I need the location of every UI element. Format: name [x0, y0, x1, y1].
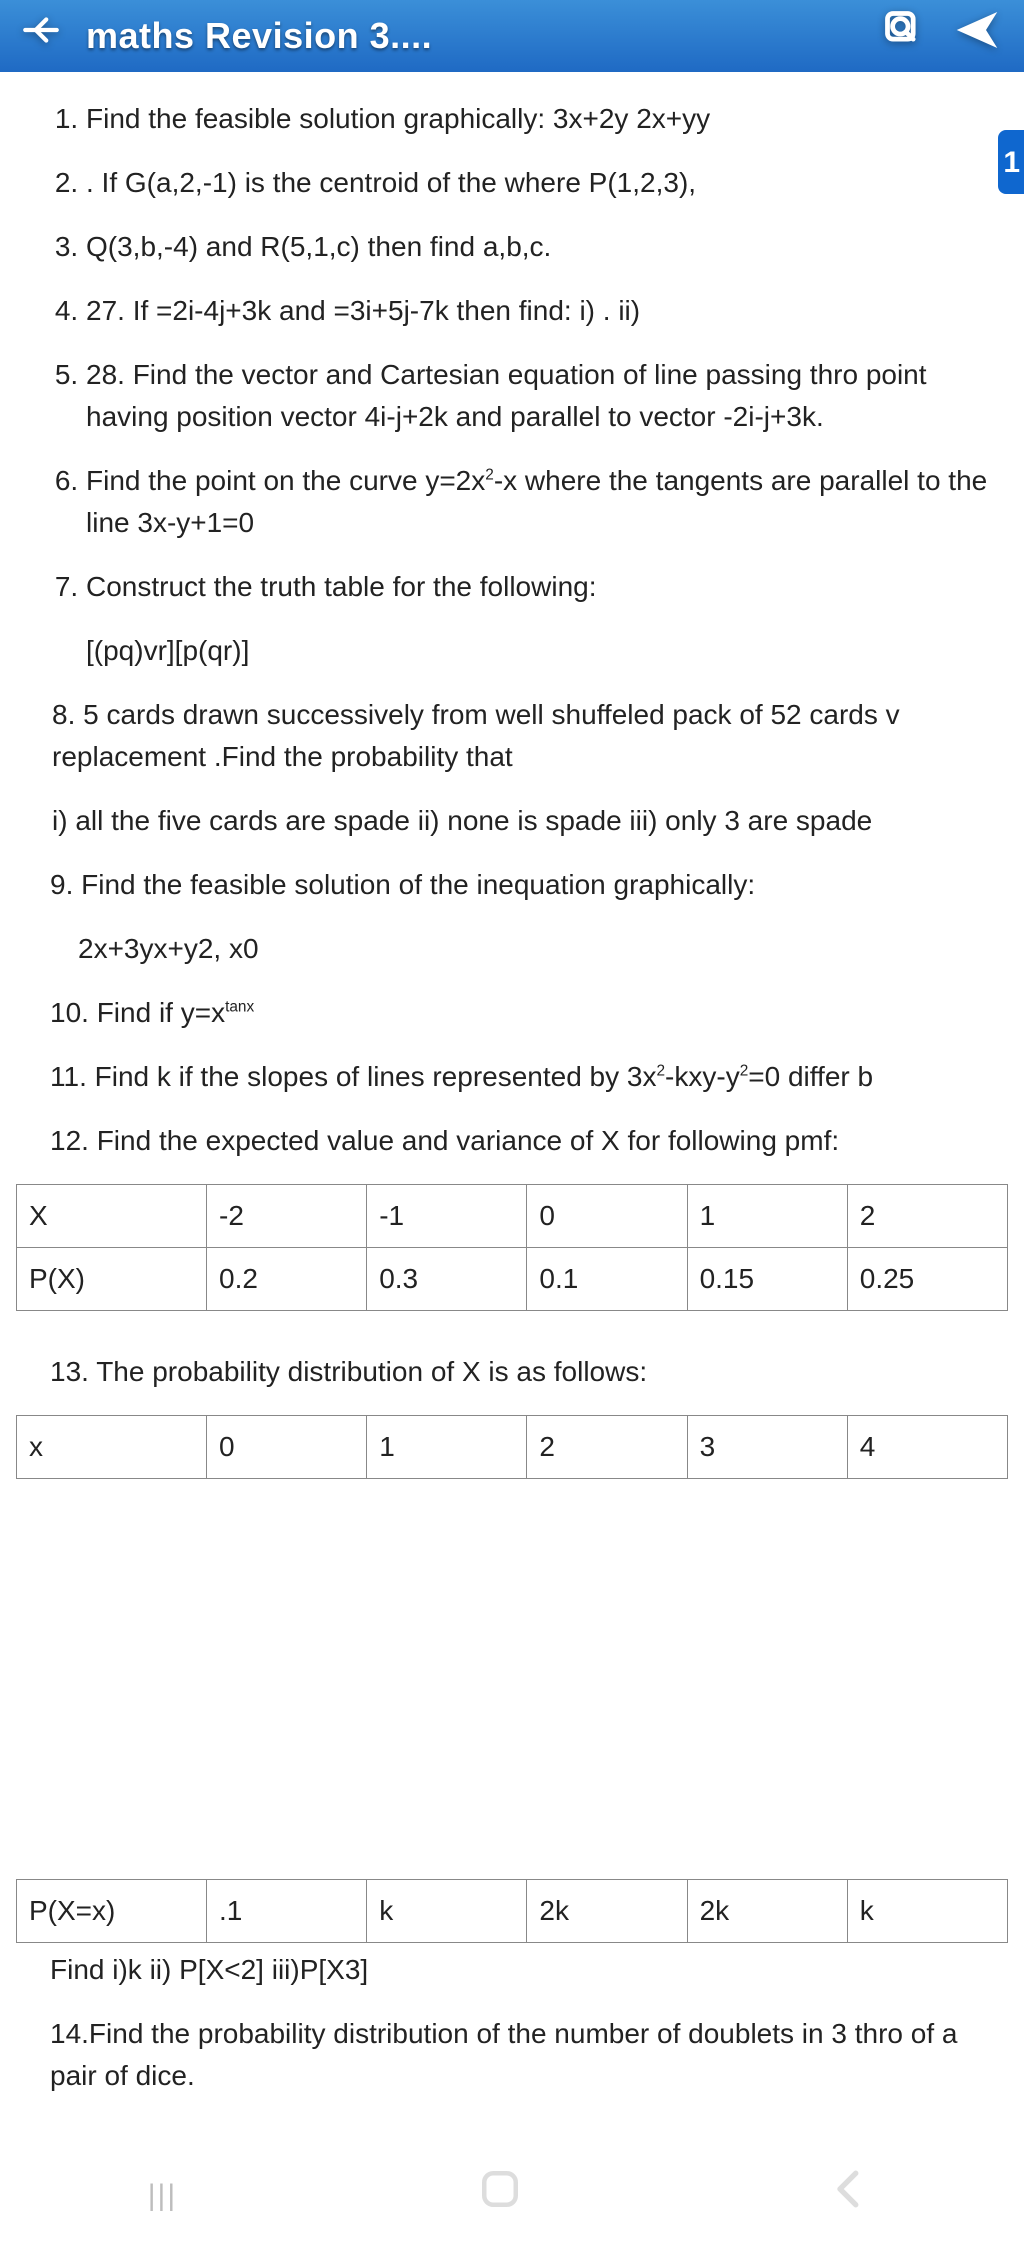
question-1: Find the feasible solution graphically: … [86, 98, 1008, 140]
question-5: 28. Find the vector and Cartesian equati… [86, 354, 1008, 438]
question-8: 8. 5 cards drawn successively from well … [52, 694, 1008, 778]
question-7: Construct the truth table for the follow… [86, 566, 1008, 608]
question-2: . If G(a,2,-1) is the centroid of the wh… [86, 162, 1008, 204]
question-11: 11. Find k if the slopes of lines repres… [50, 1056, 1008, 1098]
q13-px-table: P(X=x) .1 k 2k 2k k [16, 1879, 1008, 1943]
header-title: maths Revision 3.... [86, 9, 858, 63]
q13-find: Find i)k ii) P[X<2] iii)P[X3] [50, 1949, 1008, 1991]
question-8-parts: i) all the five cards are spade ii) none… [52, 800, 1008, 842]
edge-badge[interactable]: 1 [998, 130, 1024, 194]
table-row: P(X=x) .1 k 2k 2k k [17, 1880, 1008, 1943]
bottom-nav: ||| [0, 2145, 1024, 2245]
q12-pmf-table: X -2 -1 0 1 2 P(X) 0.2 0.3 0.1 0.15 0.25 [16, 1184, 1008, 1311]
question-12: 12. Find the expected value and variance… [50, 1120, 1008, 1162]
app-header: maths Revision 3.... [0, 0, 1024, 72]
question-10: 10. Find if y=xtanx [50, 992, 1008, 1034]
search-icon[interactable] [882, 8, 926, 64]
back-nav-icon[interactable] [822, 2162, 876, 2229]
question-14: 14.Find the probability distribution of … [50, 2013, 1008, 2097]
q13-x-table: x 0 1 2 3 4 [16, 1415, 1008, 1479]
table-row: x 0 1 2 3 4 [17, 1416, 1008, 1479]
table-row: X -2 -1 0 1 2 [17, 1185, 1008, 1248]
back-icon[interactable] [20, 9, 62, 63]
question-6: Find the point on the curve y=2x2-x wher… [86, 460, 1008, 544]
table-row: P(X) 0.2 0.3 0.1 0.15 0.25 [17, 1248, 1008, 1311]
question-3: Q(3,b,-4) and R(5,1,c) then find a,b,c. [86, 226, 1008, 268]
edge-badge-label: 1 [1003, 140, 1020, 185]
share-icon[interactable] [950, 3, 1004, 69]
question-4: 27. If =2i-4j+3k and =3i+5j-7k then find… [86, 290, 1008, 332]
recent-apps-icon[interactable]: ||| [148, 2173, 177, 2218]
question-list: Find the feasible solution graphically: … [16, 98, 1008, 608]
question-13: 13. The probability distribution of X is… [50, 1351, 1008, 1393]
question-9: 9. Find the feasible solution of the ine… [50, 864, 1008, 906]
home-icon[interactable] [473, 2162, 527, 2229]
q7-expression: [(pq)vr][p(qr)] [86, 630, 1008, 672]
q9-expression: 2x+3yx+y2, x0 [78, 928, 1008, 970]
document-content: Find the feasible solution graphically: … [0, 72, 1024, 2145]
